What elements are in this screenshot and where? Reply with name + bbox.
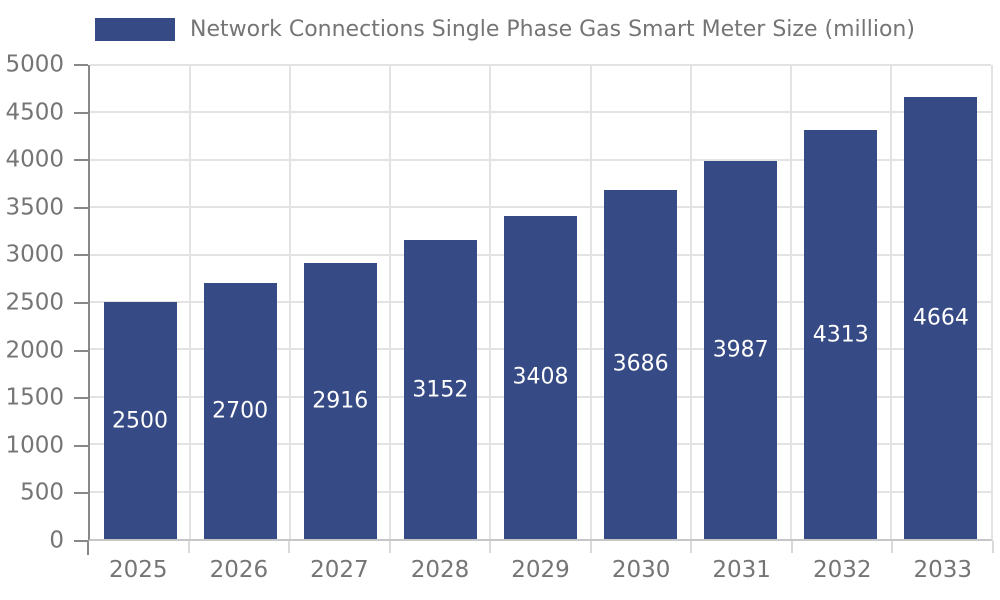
- y-tick-mark: [74, 64, 88, 66]
- bar-value-label: 3152: [412, 377, 469, 403]
- h-gridline: [90, 111, 991, 114]
- y-tick-label: 3000: [5, 241, 64, 268]
- bar-value-label: 4664: [912, 305, 969, 331]
- bar-slot: 4664: [891, 65, 991, 539]
- bar-value-label: 3686: [612, 351, 669, 377]
- bar-slot: 4313: [791, 65, 891, 539]
- y-tick-mark: [74, 302, 88, 304]
- bar: 4313: [804, 130, 878, 539]
- v-gridline: [889, 65, 892, 539]
- x-tick-mark: [489, 541, 492, 553]
- h-gridline: [90, 64, 991, 66]
- y-tick-label: 2500: [5, 289, 64, 316]
- bar-slot: 3987: [691, 65, 791, 539]
- x-tick-mark: [187, 541, 190, 553]
- x-axis: 2025 2026 2027 2028 2029 2030 2031 2032 2033: [87, 541, 994, 600]
- y-tick-mark: [74, 397, 88, 400]
- h-gridline: [90, 158, 991, 161]
- y-tick-mark: [74, 111, 88, 114]
- y-tick-mark: [74, 159, 88, 162]
- bar-slot: 3408: [490, 65, 590, 539]
- x-tick-label: 2025: [109, 557, 168, 583]
- y-tick-mark: [74, 349, 88, 352]
- y-tick-mark: [74, 540, 88, 542]
- bar: 2916: [303, 262, 377, 539]
- v-gridline: [489, 65, 492, 539]
- y-tick-label: 2000: [5, 337, 64, 364]
- v-gridline: [289, 65, 292, 539]
- x-tick-mark: [790, 541, 793, 553]
- bar-value-label: 4313: [812, 322, 869, 348]
- bar-value-label: 2700: [212, 398, 269, 424]
- y-tick-label: 1500: [5, 384, 64, 411]
- x-tick-labels: 2025 2026 2027 2028 2029 2030 2031 2032 2033: [88, 557, 993, 583]
- bar: 3408: [503, 215, 578, 539]
- bar-value-label: 2916: [312, 388, 369, 414]
- legend: Network Connections Single Phase Gas Sma…: [95, 17, 915, 42]
- y-tick-mark: [74, 206, 88, 209]
- v-gridline: [589, 65, 592, 539]
- v-gridline: [789, 65, 792, 539]
- y-tick-label: 4500: [5, 99, 64, 126]
- y-tick-mark: [74, 492, 88, 495]
- x-tick-label: 2029: [511, 557, 570, 583]
- bar-slot: 2916: [290, 65, 390, 539]
- x-tick-label: 2030: [611, 557, 671, 583]
- x-tick-mark: [388, 541, 391, 553]
- y-tick-label: 500: [20, 479, 64, 506]
- bar-slot: 2700: [190, 65, 290, 539]
- y-tick-label: 1000: [5, 432, 64, 459]
- v-gridline: [689, 65, 692, 539]
- x-tick-mark: [690, 541, 693, 553]
- y-tick-mark: [74, 444, 88, 447]
- x-tick-label: 2032: [812, 557, 872, 583]
- h-gridline: [90, 206, 991, 209]
- bar-slot: 2500: [90, 65, 190, 539]
- legend-label: Network Connections Single Phase Gas Sma…: [190, 17, 915, 42]
- v-gridline: [389, 65, 392, 539]
- bar-value-label: 3408: [512, 364, 569, 390]
- x-tick-label: 2031: [712, 557, 771, 583]
- bar: 3152: [403, 240, 477, 539]
- x-tick-mark: [589, 541, 592, 553]
- y-tick-label: 3500: [5, 194, 64, 221]
- x-tick-label: 2033: [913, 557, 973, 583]
- bar: 2500: [103, 302, 177, 539]
- bar-slot: 3152: [390, 65, 490, 539]
- y-tick-mark: [74, 254, 88, 257]
- x-tick-mark: [891, 541, 894, 553]
- y-tick-label: 4000: [5, 146, 64, 173]
- x-tick-label: 2026: [209, 557, 269, 583]
- legend-swatch: [95, 18, 175, 41]
- bar-slot: 3686: [591, 65, 691, 539]
- x-tick-label: 2028: [410, 557, 470, 583]
- x-tick-mark: [87, 541, 89, 555]
- x-tick-mark: [288, 541, 291, 553]
- bars-layer: 2500 2700 2916 3152 3408 3686 3987 4313 4664: [90, 65, 991, 539]
- bar: 3987: [704, 161, 778, 539]
- bar: 4664: [904, 96, 978, 539]
- y-tick-label: 5000: [5, 51, 64, 78]
- x-tick-mark: [992, 541, 994, 553]
- bar: 3686: [604, 189, 678, 539]
- y-axis: 0 500 1000 1500 2000 2500 3000 3500 4000 4500 5000: [0, 53, 88, 552]
- plot-area: 2500 2700 2916 3152 3408 3686 3987 4313 4664: [88, 64, 993, 541]
- bar: 2700: [203, 283, 277, 539]
- v-gridline: [189, 65, 192, 539]
- bar-value-label: 3987: [712, 337, 769, 363]
- bar-value-label: 2500: [112, 408, 169, 433]
- x-tick-label: 2027: [310, 557, 369, 583]
- y-tick-label: 0: [49, 527, 64, 554]
